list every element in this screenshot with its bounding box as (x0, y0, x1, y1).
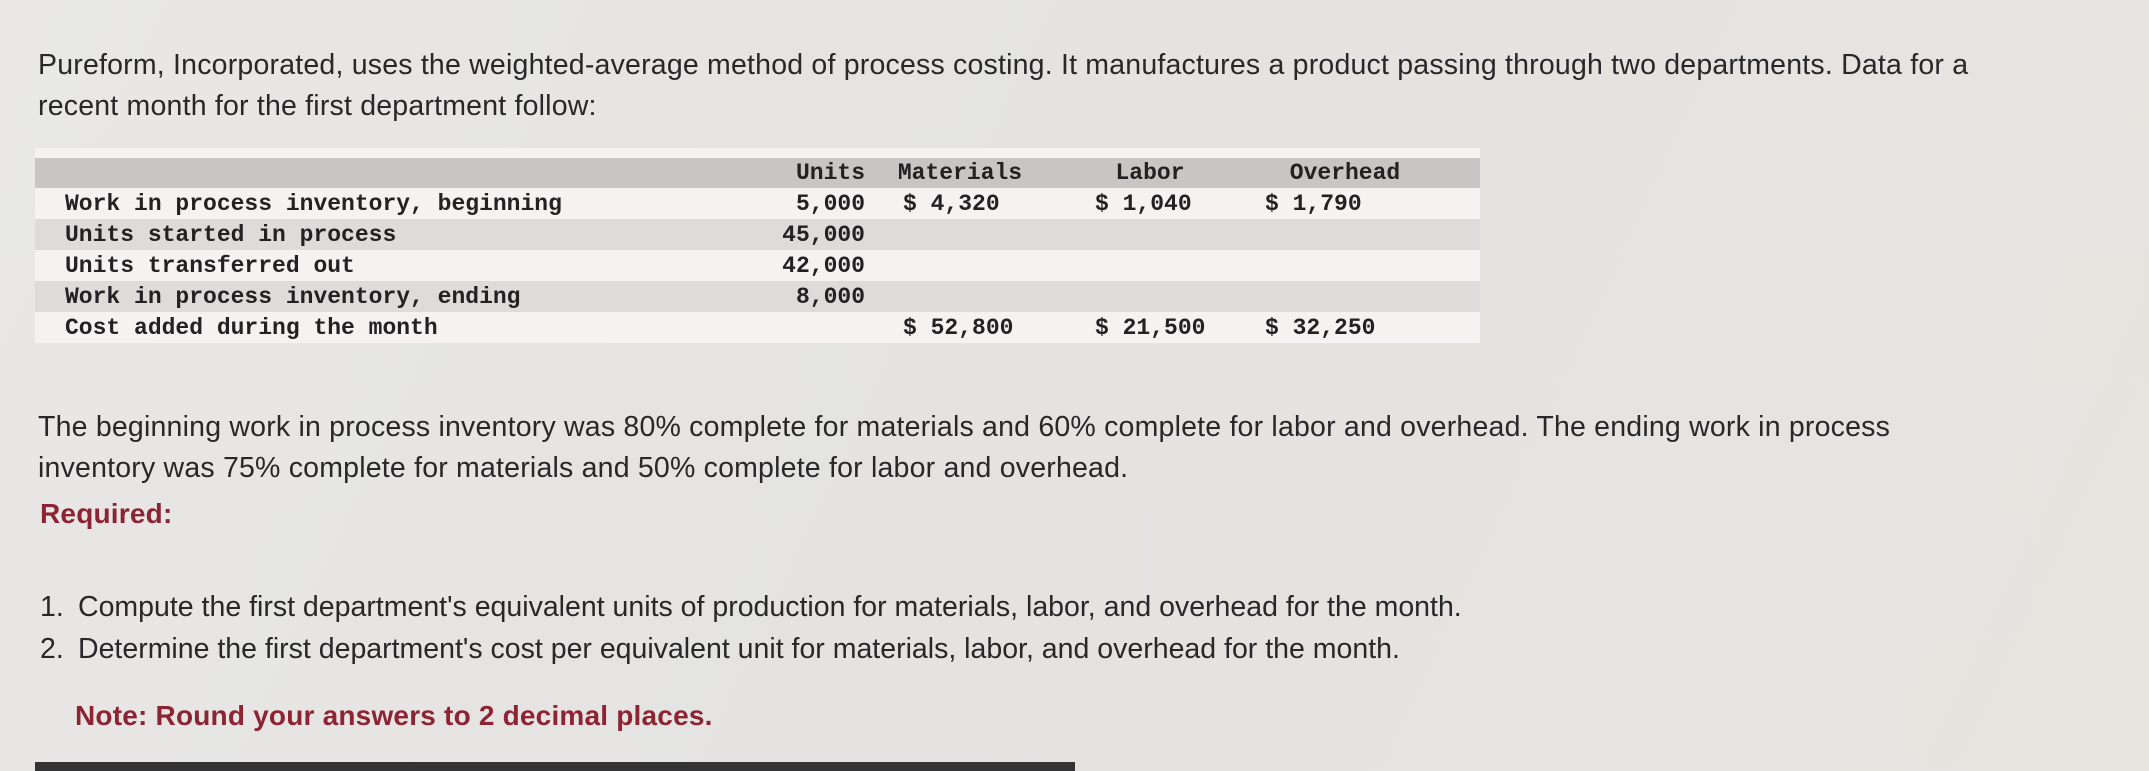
units-value: 5,000 (795, 190, 865, 217)
row-label: Units started in process (65, 221, 397, 248)
cost-data-table: Units Materials Labor Overhead Work in p… (35, 148, 1480, 343)
labor-value: $ 21,500 (1095, 314, 1206, 341)
materials-value: $ 4,320 (903, 190, 1000, 217)
column-header-overhead: Overhead (1289, 160, 1401, 186)
labor-value: $ 1,040 (1095, 190, 1192, 217)
row-label: Work in process inventory, beginning (65, 190, 562, 217)
column-header-labor: Labor (1115, 160, 1185, 186)
units-value: 45,000 (782, 221, 865, 248)
row-label: Cost added during the month (65, 314, 438, 341)
table-row: Work in process inventory, beginning 5,0… (35, 188, 1480, 219)
table-top-strip (35, 148, 1480, 158)
completion-paragraph: The beginning work in process inventory … (38, 410, 1891, 484)
table-header-row: Units Materials Labor Overhead (35, 158, 1480, 188)
intro-paragraph: Pureform, Incorporated, uses the weighte… (38, 48, 1969, 122)
table-row: Work in process inventory, ending 8,000 (35, 281, 1480, 312)
rounding-note: Note: Round your answers to 2 decimal pl… (75, 700, 713, 731)
column-header-materials: Materials (897, 160, 1023, 186)
table-row: Cost added during the month $ 52,800 $ 2… (35, 312, 1480, 343)
row-label: Work in process inventory, ending (65, 283, 521, 310)
requirement-item: 2. Determine the first department's cost… (40, 628, 1462, 670)
overhead-value: $ 1,790 (1265, 190, 1362, 217)
requirement-item: 1. Compute the first department's equiva… (40, 586, 1462, 628)
table-row: Units transferred out 42,000 (35, 250, 1480, 281)
materials-value: $ 52,800 (903, 314, 1014, 341)
units-value: 8,000 (795, 283, 865, 310)
overhead-value: $ 32,250 (1265, 314, 1376, 341)
requirement-text: Compute the first department's equivalen… (78, 591, 1462, 623)
requirements-list: 1. Compute the first department's equiva… (40, 586, 1462, 670)
requirement-text: Determine the first department's cost pe… (78, 633, 1400, 665)
table-row: Units started in process 45,000 (35, 219, 1480, 250)
requirement-number: 1. (40, 591, 64, 623)
cutoff-element-bar (35, 762, 1075, 771)
row-label: Units transferred out (65, 252, 355, 279)
required-label: Required: (40, 498, 173, 529)
units-value: 42,000 (782, 252, 865, 279)
column-header-units: Units (795, 160, 865, 186)
requirement-number: 2. (40, 633, 64, 665)
